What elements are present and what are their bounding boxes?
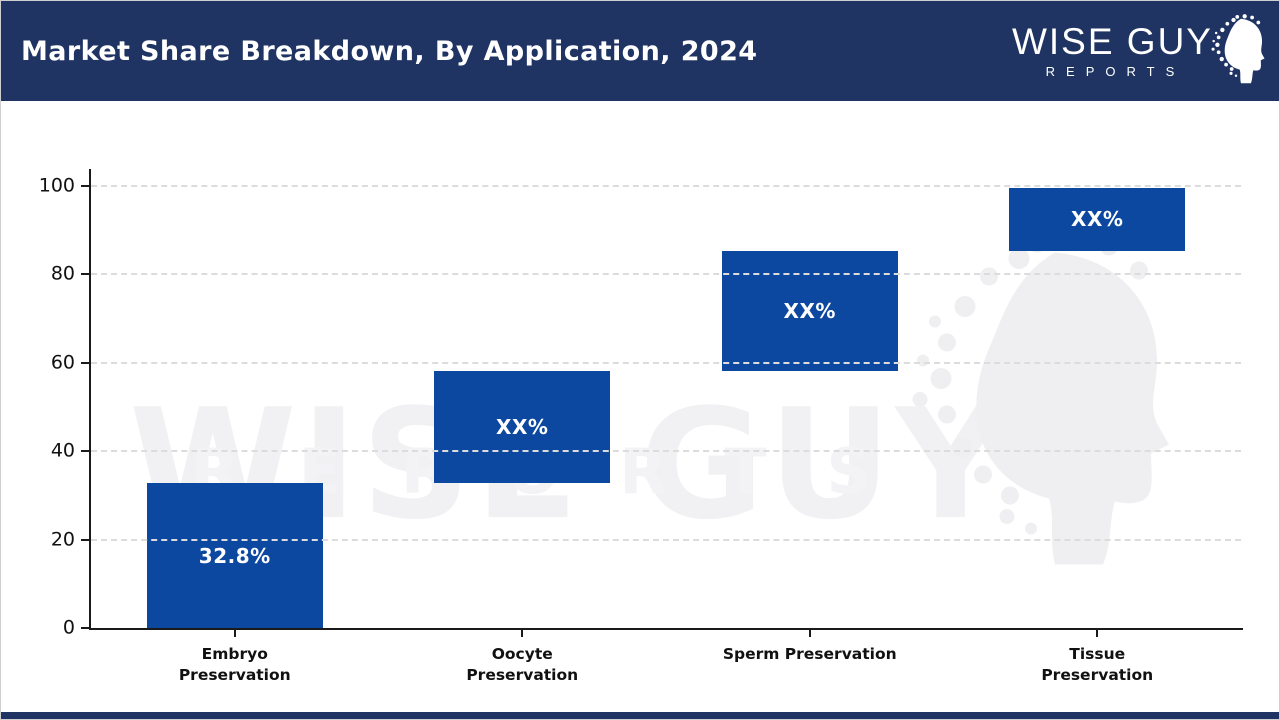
y-tick-label-60: 60 xyxy=(50,351,75,374)
y-tick-mark-40 xyxy=(81,450,89,453)
y-tick-mark-0 xyxy=(81,627,89,629)
gridline-100 xyxy=(91,185,1241,187)
plot-area: 0 20 40 60 80 100 32.8% Embryo Preservation XX% O… xyxy=(39,176,1241,684)
bar-embryo-preservation: 32.8% xyxy=(146,483,323,628)
y-axis-line xyxy=(89,169,91,630)
bar-oocyte-preservation: XX% xyxy=(434,370,611,484)
bar-value-label-oocyte-preservation: XX% xyxy=(496,414,549,439)
x-category-label-oocyte-preservation: Oocyte Preservation xyxy=(466,645,579,684)
gridline-80 xyxy=(91,273,1241,276)
x-category-label-sperm-preservation: Sperm Preservation xyxy=(722,645,897,663)
bar-value-label-sperm-preservation: XX% xyxy=(783,298,836,323)
chart-area: WISE GUY REPORTS 02040608010032.8%Embryo… xyxy=(1,101,1279,719)
x-tick-mark-sperm-preservation xyxy=(808,630,811,637)
x-tick-mark-oocyte-preservation xyxy=(521,630,524,637)
gridline-20 xyxy=(91,538,1241,541)
x-tick-mark-embryo-preservation xyxy=(233,630,236,637)
y-tick-label-100: 100 xyxy=(38,174,75,197)
y-tick-mark-100 xyxy=(81,185,89,187)
footer-bar xyxy=(1,712,1279,719)
wise-guy-head-icon xyxy=(1211,14,1265,84)
bar-value-label-embryo-preservation: 32.8% xyxy=(198,543,271,568)
page-title: Market Share Breakdown, By Application, … xyxy=(21,35,758,67)
logo-name: WISE GUY xyxy=(1011,21,1213,62)
logo-tagline: REPORTS xyxy=(1045,64,1186,79)
bar-value-label-tissue-preservation: XX% xyxy=(1071,207,1124,232)
x-category-label-tissue-preservation: Tissue Preservation xyxy=(1041,645,1154,684)
wise-guy-logo: WISE GUY REPORTS xyxy=(1012,9,1267,93)
x-tick-mark-tissue-preservation xyxy=(1096,630,1099,637)
y-tick-label-80: 80 xyxy=(50,262,75,285)
y-tick-mark-60 xyxy=(81,361,89,364)
y-tick-label-40: 40 xyxy=(50,439,75,462)
x-category-label-embryo-preservation: Embryo Preservation xyxy=(178,645,291,684)
y-tick-label-20: 20 xyxy=(50,528,75,551)
y-tick-mark-80 xyxy=(81,273,89,276)
bar-tissue-preservation: XX% xyxy=(1009,187,1186,251)
header: Market Share Breakdown, By Application, … xyxy=(1,1,1279,101)
y-tick-mark-20 xyxy=(81,538,89,541)
logo-text: WISE GUY REPORTS xyxy=(1012,23,1213,79)
y-tick-label-0: 0 xyxy=(62,616,75,639)
gridline-60 xyxy=(91,361,1241,364)
gridline-40 xyxy=(91,450,1241,453)
bar-sperm-preservation: XX% xyxy=(721,250,898,371)
x-axis-line xyxy=(89,628,1243,630)
